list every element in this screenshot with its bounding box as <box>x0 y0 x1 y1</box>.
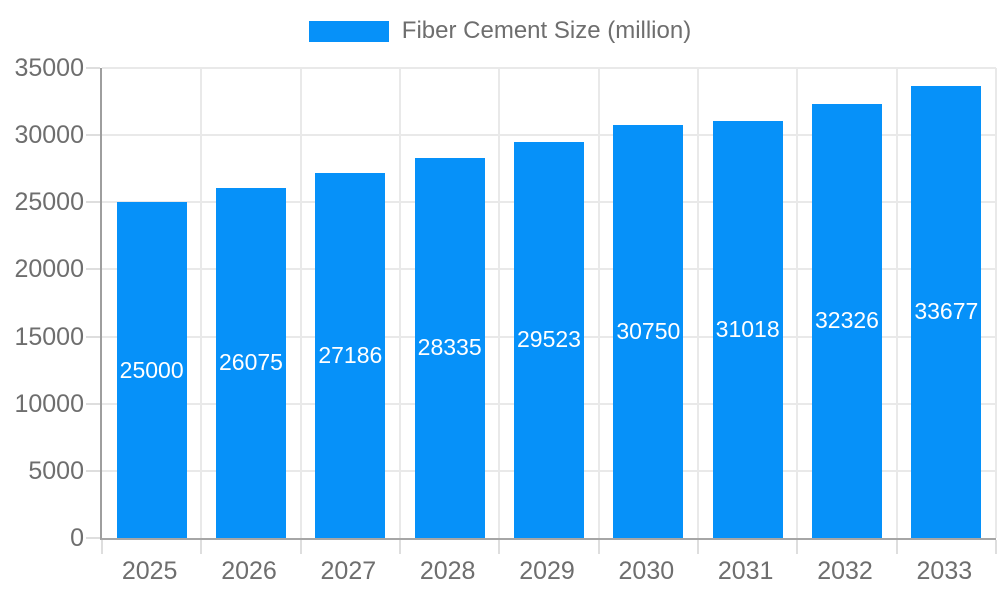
y-axis-label: 30000 <box>14 121 84 150</box>
x-axis-label-2033: 2033 <box>916 557 973 585</box>
gridline-horizontal <box>102 67 996 69</box>
gridline-vertical <box>995 68 997 538</box>
y-axis-tick <box>86 67 100 69</box>
x-axis-tick <box>597 540 600 554</box>
x-axis-label-2031: 2031 <box>717 557 774 585</box>
y-axis-label: 15000 <box>14 322 84 351</box>
gridline-vertical <box>796 68 799 538</box>
bar-2029: 29523 <box>514 141 584 538</box>
y-axis-tick <box>86 201 100 204</box>
bar-2030: 30750 <box>613 125 684 538</box>
gridline-vertical <box>696 68 699 538</box>
gridline-vertical <box>498 68 501 538</box>
y-axis-tick <box>86 402 100 405</box>
bar-value-label: 33677 <box>914 298 979 325</box>
x-axis-label-2025: 2025 <box>121 557 178 585</box>
gridline-vertical <box>299 68 302 538</box>
y-axis-tick <box>86 469 100 472</box>
bar-2026: 26075 <box>216 187 286 538</box>
bar-value-label: 29523 <box>517 326 581 353</box>
gridline-horizontal <box>102 134 996 137</box>
x-axis-tick <box>299 540 302 554</box>
bar-2033: 33677 <box>911 85 982 538</box>
gridline-vertical <box>200 68 203 538</box>
gridline-vertical <box>398 68 401 538</box>
bar-2032: 32326 <box>812 103 882 538</box>
y-axis-tick <box>86 537 100 539</box>
x-axis-label-2029: 2029 <box>519 557 575 585</box>
legend-swatch <box>308 20 389 42</box>
bar-value-label: 26075 <box>219 349 283 376</box>
bar-value-label: 31018 <box>715 316 780 343</box>
bar-value-label: 28335 <box>417 334 482 361</box>
y-axis-label: 10000 <box>14 389 84 418</box>
legend-item[interactable]: Fiber Cement Size (million) <box>0 15 1000 47</box>
plot-area: 25000 26075 27186 28335 29523 30750 31018 32326… <box>86 67 997 554</box>
x-axis-label-2028: 2028 <box>419 557 476 585</box>
y-axis-label: 35000 <box>14 54 84 82</box>
bar-2027: 27186 <box>315 172 386 538</box>
x-axis-tick <box>498 540 501 554</box>
y-axis-label: 5000 <box>28 456 84 485</box>
x-axis-tick <box>995 540 997 554</box>
x-axis-tick <box>200 540 203 554</box>
bar-value-label: 25000 <box>119 356 184 383</box>
x-axis-label-2027: 2027 <box>320 557 377 585</box>
x-axis-tick <box>895 540 898 554</box>
y-axis-label: 25000 <box>14 188 84 217</box>
bar-2028: 28335 <box>414 157 485 538</box>
y-axis-tick <box>86 268 100 271</box>
bar-value-label: 30750 <box>616 318 681 345</box>
gridline-vertical <box>597 68 600 538</box>
legend-label: Fiber Cement Size (million) <box>401 17 692 44</box>
x-axis-label-2032: 2032 <box>817 557 873 585</box>
x-axis-tick <box>796 540 799 554</box>
y-axis-tick <box>86 335 100 338</box>
y-axis-label: 20000 <box>14 255 84 284</box>
x-axis-tick <box>101 540 103 554</box>
y-axis-tick <box>86 134 100 137</box>
gridline-vertical <box>895 68 898 538</box>
x-axis-label-2026: 2026 <box>221 557 277 585</box>
x-axis-label-2030: 2030 <box>618 557 675 585</box>
bar-2031: 31018 <box>712 121 783 538</box>
x-axis-tick <box>398 540 401 554</box>
bar-value-label: 27186 <box>318 341 383 368</box>
x-axis-tick <box>696 540 699 554</box>
bar-2025: 25000 <box>116 202 187 538</box>
bar-value-label: 32326 <box>815 307 879 334</box>
y-axis-label: 0 <box>70 524 84 552</box>
